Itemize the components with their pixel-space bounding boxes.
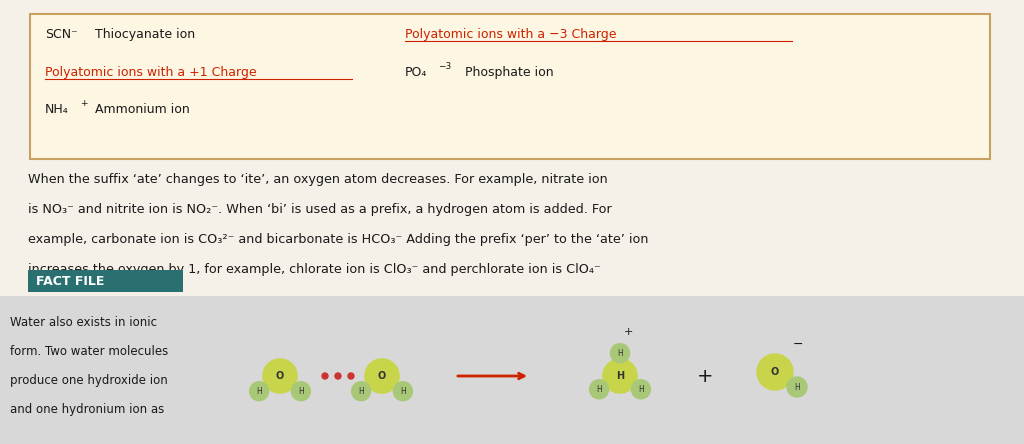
Text: Thiocyanate ion: Thiocyanate ion (95, 28, 196, 40)
Text: O: O (275, 371, 284, 381)
Text: Ammonium ion: Ammonium ion (95, 103, 189, 115)
Text: Phosphate ion: Phosphate ion (465, 66, 554, 79)
Text: H: H (298, 387, 304, 396)
Circle shape (335, 373, 341, 379)
Text: H: H (358, 387, 364, 396)
Text: −: − (793, 337, 803, 350)
Text: H: H (617, 349, 623, 358)
Circle shape (590, 380, 608, 399)
Text: H: H (400, 387, 406, 396)
Text: H: H (795, 382, 800, 392)
Text: H: H (256, 387, 262, 396)
Text: H: H (638, 385, 644, 394)
Text: +: + (80, 99, 87, 107)
FancyBboxPatch shape (0, 296, 1024, 444)
Text: produce one hydroxide ion: produce one hydroxide ion (10, 373, 168, 386)
Circle shape (787, 377, 807, 397)
Text: +: + (624, 327, 633, 337)
Text: and one hydronium ion as: and one hydronium ion as (10, 403, 164, 416)
Text: O: O (378, 371, 386, 381)
Circle shape (322, 373, 328, 379)
Text: H: H (616, 371, 624, 381)
Circle shape (263, 359, 297, 393)
Text: SCN⁻: SCN⁻ (45, 28, 78, 40)
Text: PO₄: PO₄ (406, 66, 427, 79)
Text: FACT FILE: FACT FILE (36, 274, 104, 288)
Text: Water also exists in ionic: Water also exists in ionic (10, 316, 157, 329)
Text: is NO₃⁻ and nitrite ion is NO₂⁻. When ‘bi’ is used as a prefix, a hydrogen atom : is NO₃⁻ and nitrite ion is NO₂⁻. When ‘b… (28, 202, 611, 215)
Text: −3: −3 (438, 62, 452, 71)
Circle shape (365, 359, 399, 393)
Text: When the suffix ‘ate’ changes to ‘ite’, an oxygen atom decreases. For example, n: When the suffix ‘ate’ changes to ‘ite’, … (28, 173, 608, 186)
Text: H: H (596, 385, 602, 394)
FancyBboxPatch shape (28, 270, 183, 292)
Text: Polyatomic ions with a +1 Charge: Polyatomic ions with a +1 Charge (45, 66, 257, 79)
Circle shape (292, 382, 310, 400)
Circle shape (250, 382, 268, 400)
Text: example, carbonate ion is CO₃²⁻ and bicarbonate is HCO₃⁻ Adding the prefix ‘per’: example, carbonate ion is CO₃²⁻ and bica… (28, 233, 648, 246)
Text: +: + (696, 366, 714, 385)
Circle shape (757, 354, 793, 390)
Circle shape (348, 373, 354, 379)
Circle shape (351, 382, 371, 400)
Circle shape (610, 344, 630, 363)
Text: increases the oxygen by 1, for example, chlorate ion is ClO₃⁻ and perchlorate io: increases the oxygen by 1, for example, … (28, 262, 601, 275)
Text: NH₄: NH₄ (45, 103, 69, 115)
Circle shape (603, 359, 637, 393)
Circle shape (393, 382, 413, 400)
Text: O: O (771, 367, 779, 377)
Text: form. Two water molecules: form. Two water molecules (10, 345, 168, 357)
FancyBboxPatch shape (30, 14, 990, 159)
Text: Polyatomic ions with a −3 Charge: Polyatomic ions with a −3 Charge (406, 28, 616, 40)
Circle shape (632, 380, 650, 399)
